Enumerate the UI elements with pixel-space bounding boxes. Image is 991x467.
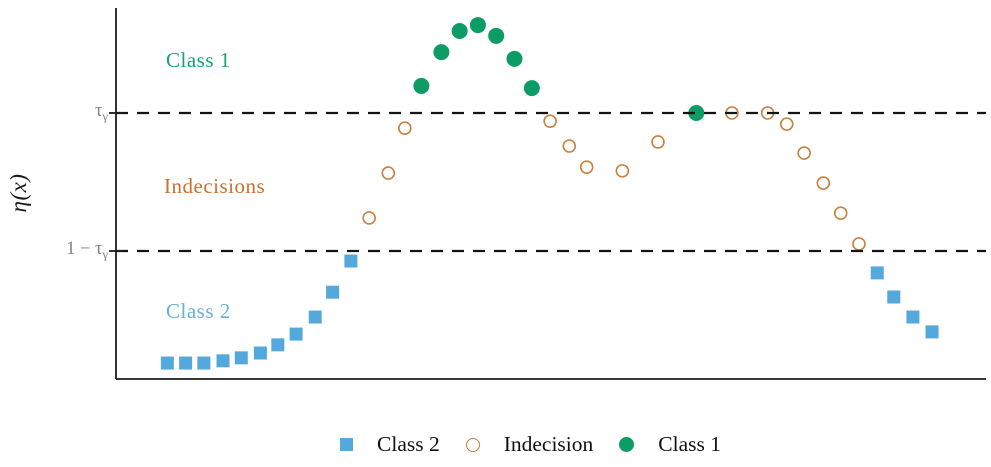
tick-tau-subscript: γ <box>102 109 108 124</box>
tick-one-minus-tau-prefix: 1 − <box>66 239 95 259</box>
indecision-open-circle-icon <box>465 437 480 452</box>
annotation-class2-region: Class 2 <box>166 299 231 323</box>
annotation-indecision-region: Indecisions <box>164 174 266 198</box>
tick-one-minus-tau-subscript: γ <box>102 247 108 262</box>
legend-label-class2: Class 2 <box>377 432 440 456</box>
class1-dot-icon <box>619 437 635 452</box>
tick-label-one-minus-tau: 1 − τγ <box>30 239 108 263</box>
y-axis-label: η(x) <box>6 173 31 213</box>
legend: Class 2 Indecision Class 1 <box>340 432 721 457</box>
tick-tau-symbol: τ <box>95 101 103 121</box>
legend-item-class2: Class 2 <box>340 432 440 457</box>
class2-square-icon <box>340 438 353 451</box>
tick-label-tau: τγ <box>30 101 108 125</box>
annotation-class1-region: Class 1 <box>166 48 231 72</box>
legend-label-class1: Class 1 <box>658 432 721 456</box>
legend-label-indecision: Indecision <box>503 432 594 456</box>
legend-item-indecision: Indecision <box>465 432 594 457</box>
tick-one-minus-tau-symbol: τ <box>95 239 103 259</box>
legend-item-class1: Class 1 <box>619 432 721 457</box>
